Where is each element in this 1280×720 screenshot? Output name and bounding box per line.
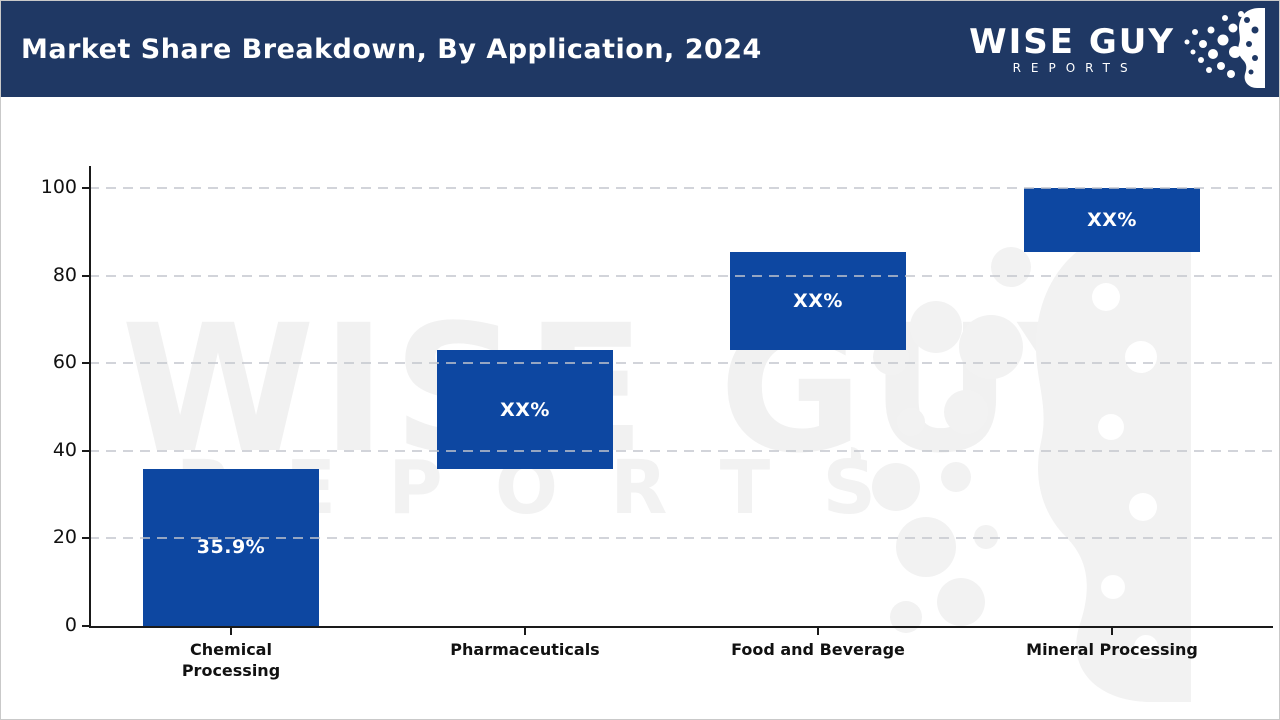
bar-chemical-processing: 35.9% (143, 468, 319, 626)
dotted-head-logo-icon (1181, 4, 1265, 94)
x-axis-tick-2 (524, 628, 526, 635)
y-axis-tick-40 (82, 449, 89, 452)
y-tick-label-80: 80 (52, 263, 77, 286)
y-axis-tick-20 (82, 537, 89, 540)
brand-subtitle-text: REPORTS (1012, 60, 1138, 75)
y-tick-label-40: 40 (52, 438, 77, 461)
watermark-letter: P (388, 445, 443, 531)
y-axis-tick-60 (82, 362, 89, 365)
page-title: Market Share Breakdown, By Application, … (21, 33, 762, 65)
y-tick-label-100: 100 (40, 176, 77, 198)
bar-pharmaceuticals: XX% (437, 350, 613, 469)
y-axis-tick-100 (82, 187, 89, 189)
gridline-40 (89, 449, 1273, 452)
gridline-60 (89, 362, 1273, 365)
gridline-20 (89, 537, 1273, 540)
watermark-letter: S (822, 445, 876, 531)
category-label-food-and-beverage: Food and Beverage (731, 640, 905, 659)
y-axis-tick-80 (82, 274, 89, 277)
watermark-letter: R (610, 445, 668, 531)
brand-name-text: WISE GUY (969, 21, 1175, 62)
x-axis-spine (89, 626, 1273, 628)
x-axis-tick-3 (817, 628, 819, 635)
category-label-chemical-processing: Chemical Processing (181, 640, 281, 680)
bar-value-label: XX% (793, 290, 843, 313)
y-tick-label-60: 60 (52, 351, 77, 374)
brand-wordmark: WISE GUY REPORTS (969, 25, 1175, 74)
x-axis-tick-1 (230, 628, 232, 635)
watermark-letter: T (719, 445, 771, 531)
bar-value-label: 35.9% (196, 536, 266, 559)
brand-logo: WISE GUY REPORTS (969, 4, 1265, 94)
bar-food-and-beverage: XX% (730, 251, 906, 351)
bar-value-label: XX% (1087, 208, 1137, 231)
category-label-mineral-processing: Mineral Processing (1026, 640, 1198, 659)
y-tick-label-0: 0 (64, 614, 77, 636)
y-tick-label-20: 20 (52, 526, 77, 549)
header-band: Market Share Breakdown, By Application, … (1, 1, 1279, 97)
category-label-pharmaceuticals: Pharmaceuticals (450, 640, 600, 659)
bar-value-label: XX% (500, 398, 550, 421)
gridline-80 (89, 274, 1273, 277)
y-axis-spine (89, 166, 91, 626)
bar-mineral-processing: XX% (1024, 188, 1200, 252)
x-axis-tick-4 (1111, 628, 1113, 635)
plot-area: WISE GUY REPORTS (1, 97, 1279, 719)
gridline-100 (89, 187, 1273, 189)
y-axis-tick-0 (82, 625, 89, 627)
